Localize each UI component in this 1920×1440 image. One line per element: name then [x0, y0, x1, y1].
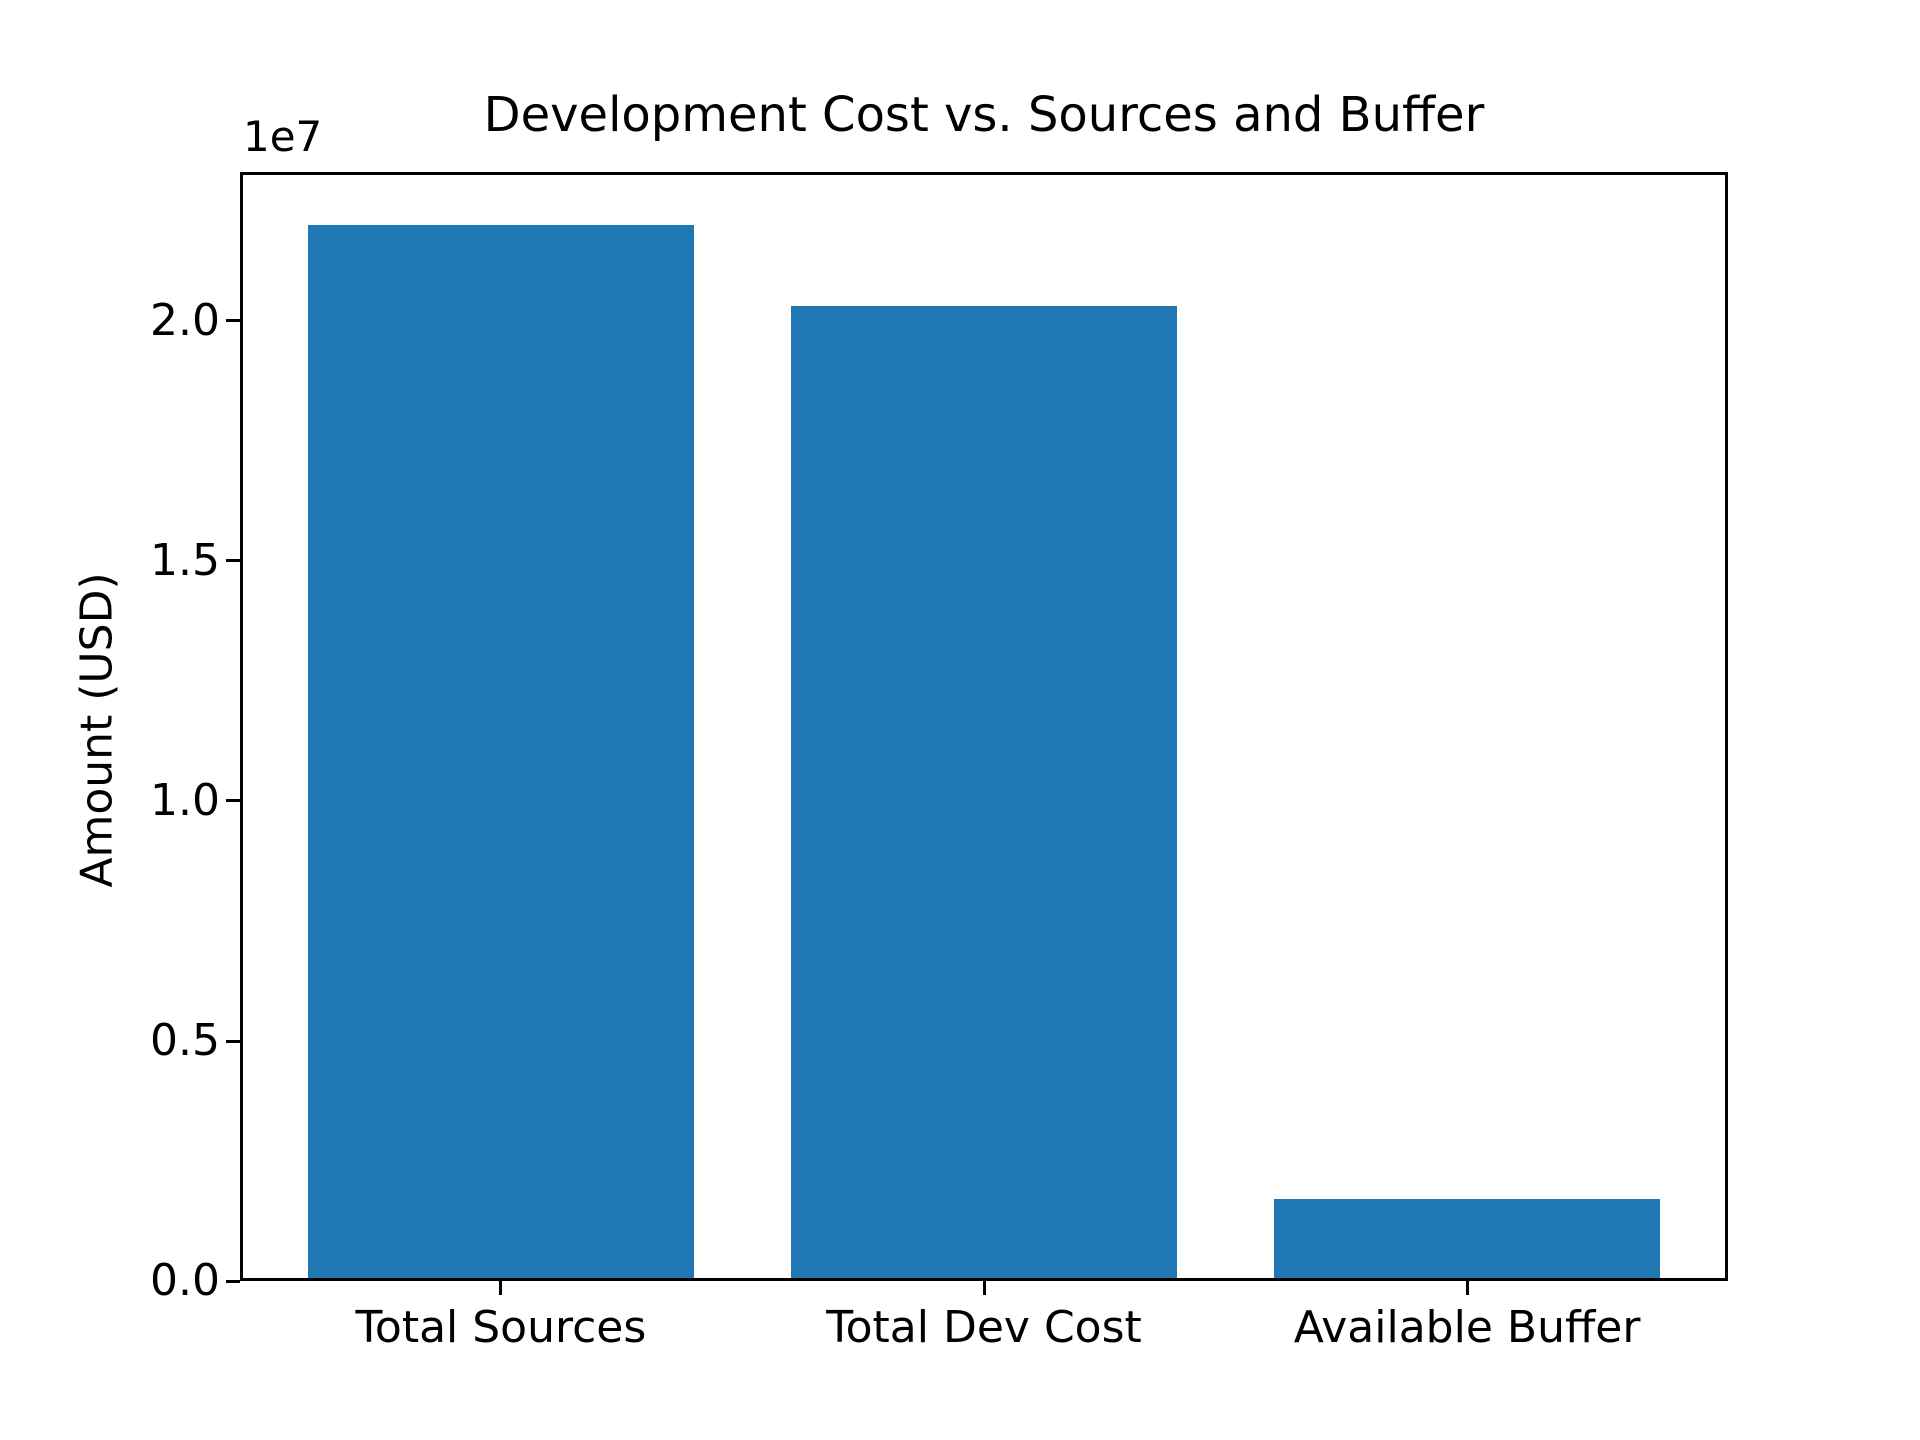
x-tick-mark: [1465, 1281, 1469, 1295]
y-axis-label: Amount (USD): [71, 572, 123, 888]
y-tick-label-2-0: 2.0: [150, 294, 220, 346]
x-tick-mark: [982, 1281, 986, 1295]
plot-area: [240, 172, 1728, 1281]
x-tick-label-total-dev-cost: Total Dev Cost: [826, 1302, 1142, 1353]
bar-total-sources: [307, 224, 695, 1281]
bar-total-dev-cost: [790, 306, 1178, 1281]
y-axis-offset-label: 1e7: [243, 112, 323, 161]
y-tick-label-1-5: 1.5: [150, 534, 220, 586]
x-tick-label-available-buffer: Available Buffer: [1293, 1302, 1641, 1353]
x-tick-mark: [499, 1281, 503, 1295]
y-tick-label-0-0: 0.0: [150, 1255, 220, 1306]
chart-title: Development Cost vs. Sources and Buffer: [483, 87, 1485, 143]
y-tick-mark: [226, 319, 240, 323]
y-tick-label-1-0: 1.0: [150, 774, 220, 826]
y-tick-mark: [226, 559, 240, 563]
y-tick-mark: [226, 1279, 240, 1283]
x-tick-label-total-sources: Total Sources: [355, 1302, 647, 1353]
y-tick-mark: [226, 799, 240, 803]
y-tick-mark: [226, 1039, 240, 1043]
bar-available-buffer: [1273, 1199, 1661, 1281]
y-tick-label-0-5: 0.5: [150, 1015, 220, 1066]
